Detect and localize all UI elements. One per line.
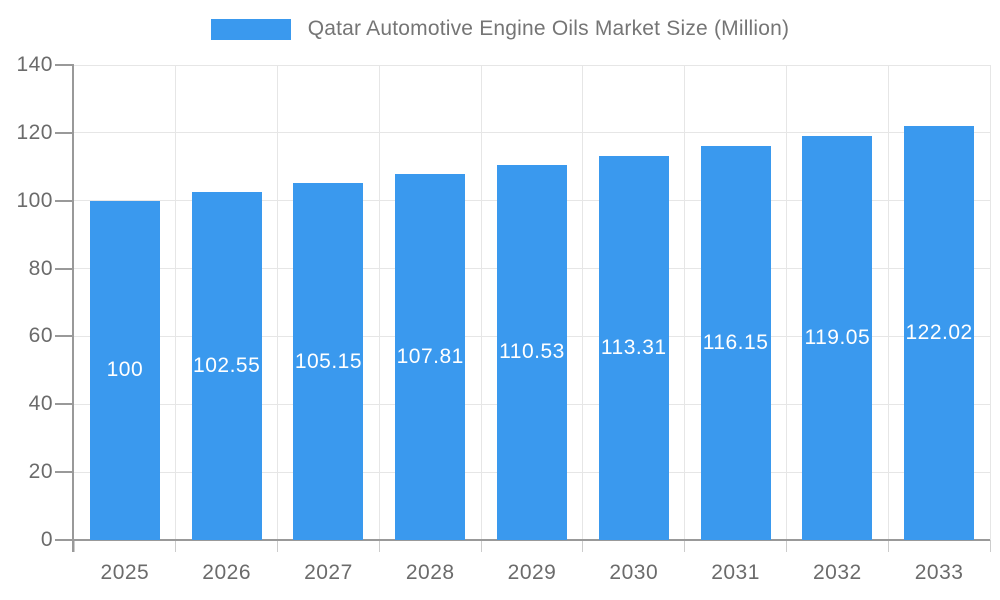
x-gridline xyxy=(684,65,686,540)
x-gridline xyxy=(582,65,584,540)
bar-2028[interactable] xyxy=(395,174,466,540)
bar-value-label: 122.02 xyxy=(905,321,973,344)
x-tick-mark xyxy=(480,540,482,552)
chart-legend[interactable]: Qatar Automotive Engine Oils Market Size… xyxy=(0,17,1000,41)
y-axis-tick-label: 100 xyxy=(16,188,53,212)
y-tick-mark xyxy=(55,267,74,270)
y-axis-tick-label: 120 xyxy=(16,120,53,144)
legend-swatch xyxy=(210,18,291,40)
y-axis-tick-label: 140 xyxy=(16,53,53,76)
y-tick-mark xyxy=(55,64,74,66)
y-tick-mark xyxy=(55,199,74,202)
y-axis-tick-label: 60 xyxy=(28,324,53,348)
bar-2027[interactable] xyxy=(293,183,364,540)
x-tick-mark xyxy=(175,540,177,552)
y-axis-tick-label: 0 xyxy=(40,528,53,551)
x-axis-tick-label: 2028 xyxy=(405,561,455,584)
x-axis-tick-label: 2025 xyxy=(100,561,150,584)
x-gridline xyxy=(175,65,177,540)
x-axis-tick-label: 2033 xyxy=(914,561,964,584)
bar-2026[interactable] xyxy=(191,192,262,540)
x-tick-mark xyxy=(582,540,584,552)
x-axis-tick-label: 2032 xyxy=(812,561,862,584)
y-tick-mark xyxy=(55,471,74,474)
bar-value-label: 105.15 xyxy=(294,349,363,373)
bar-value-label: 100 xyxy=(106,358,144,382)
x-gridline xyxy=(785,65,787,540)
x-tick-mark xyxy=(684,540,686,552)
y-axis-tick-label: 40 xyxy=(28,392,53,416)
y-tick-mark xyxy=(55,403,74,406)
x-tick-mark xyxy=(378,540,380,552)
bar-value-label: 107.81 xyxy=(396,345,464,369)
x-gridline xyxy=(480,65,482,540)
bar-2025[interactable] xyxy=(89,200,160,540)
bar-value-label: 102.55 xyxy=(193,354,261,378)
x-axis-tick-label: 2027 xyxy=(304,561,353,584)
x-tick-mark xyxy=(73,540,75,552)
y-axis-tick-label: 20 xyxy=(28,460,53,484)
x-gridline xyxy=(989,65,991,540)
bar-value-label: 110.53 xyxy=(499,340,565,364)
y-gridline xyxy=(74,132,990,134)
x-gridline xyxy=(277,65,279,540)
y-axis-tick-label: 80 xyxy=(28,256,53,280)
bar-2030[interactable] xyxy=(598,155,669,540)
y-tick-mark xyxy=(55,131,74,134)
bar-value-label: 119.05 xyxy=(804,326,871,350)
bar-2029[interactable] xyxy=(497,164,567,540)
bar-2031[interactable] xyxy=(700,145,771,540)
y-gridline xyxy=(74,64,990,66)
x-axis-tick-label: 2031 xyxy=(711,561,760,584)
legend-label: Qatar Automotive Engine Oils Market Size… xyxy=(307,17,790,40)
bar-2033[interactable] xyxy=(904,126,975,540)
x-axis-line xyxy=(74,539,990,541)
bar-value-label: 113.31 xyxy=(600,335,667,359)
y-tick-mark xyxy=(55,539,74,541)
bar-2032[interactable] xyxy=(802,136,873,540)
x-axis-tick-label: 2029 xyxy=(507,561,557,584)
x-tick-mark xyxy=(887,540,889,552)
x-tick-mark xyxy=(785,540,787,552)
x-tick-mark xyxy=(277,540,279,552)
x-gridline xyxy=(887,65,889,540)
x-axis-tick-label: 2030 xyxy=(609,561,659,584)
y-tick-mark xyxy=(55,335,74,338)
x-axis-tick-label: 2026 xyxy=(202,561,252,584)
y-axis-line xyxy=(72,65,74,552)
x-tick-mark xyxy=(989,540,991,552)
bar-value-label: 116.15 xyxy=(702,330,769,354)
x-gridline xyxy=(378,65,380,540)
